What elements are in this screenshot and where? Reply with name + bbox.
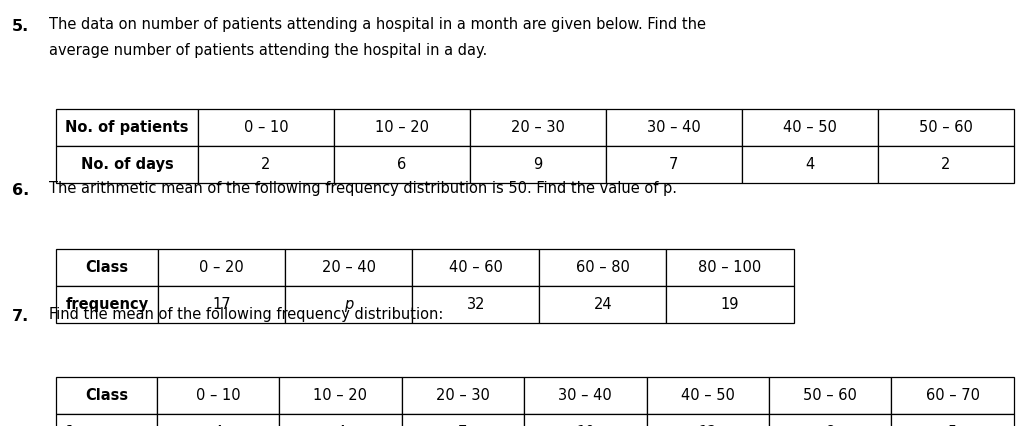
Text: 6.: 6. [12,183,30,198]
Text: 24: 24 [594,297,612,312]
Text: 80 – 100: 80 – 100 [698,260,762,275]
Text: 7: 7 [669,157,679,172]
Bar [769,377,891,414]
Text: 20 – 40: 20 – 40 [322,260,376,275]
Text: average number of patients attending the hospital in a day.: average number of patients attending the… [49,43,487,58]
Text: 5.: 5. [12,19,30,34]
Bar [646,377,769,414]
Bar [540,249,667,286]
Text: 4: 4 [805,157,814,172]
Text: 17: 17 [212,297,231,312]
Text: frequency: frequency [66,297,148,312]
Bar [524,377,646,414]
Bar [280,377,401,414]
Text: 40 – 50: 40 – 50 [783,120,837,135]
Bar [667,286,794,323]
Bar [646,414,769,426]
Bar [401,377,524,414]
Text: 4: 4 [213,425,222,426]
Text: 40 – 60: 40 – 60 [449,260,503,275]
Text: 50 – 60: 50 – 60 [803,388,857,403]
Text: 5: 5 [948,425,957,426]
Bar [198,109,334,146]
Bar [741,146,878,183]
Text: The data on number of patients attending a hospital in a month are given below. : The data on number of patients attending… [49,17,707,32]
Text: 6: 6 [397,157,407,172]
Text: 19: 19 [721,297,739,312]
Bar [524,414,646,426]
Text: p: p [344,297,353,312]
Text: 40 – 50: 40 – 50 [681,388,734,403]
Text: Class: Class [86,260,129,275]
Text: The arithmetic mean of the following frequency distribution is 50. Find the valu: The arithmetic mean of the following fre… [49,181,677,196]
Bar [470,109,606,146]
Text: 9: 9 [534,157,543,172]
Bar [157,377,280,414]
Bar [667,249,794,286]
Bar [540,286,667,323]
Bar [285,286,413,323]
Bar [157,414,280,426]
Bar [285,249,413,286]
Text: 10: 10 [575,425,595,426]
Bar [413,249,540,286]
Bar [334,109,470,146]
Text: 32: 32 [467,297,485,312]
Text: 0 – 10: 0 – 10 [244,120,289,135]
Bar [56,377,157,414]
Text: frequency: frequency [65,425,148,426]
Text: 0 – 20: 0 – 20 [200,260,244,275]
Text: 50 – 60: 50 – 60 [919,120,973,135]
Bar [198,146,334,183]
Text: Class: Class [85,388,128,403]
Bar [891,377,1014,414]
Bar [470,146,606,183]
Text: 60 – 80: 60 – 80 [577,260,630,275]
Bar [413,286,540,323]
Text: 7: 7 [458,425,468,426]
Bar [56,249,158,286]
Text: No. of patients: No. of patients [66,120,188,135]
Text: 20 – 30: 20 – 30 [436,388,489,403]
Text: No. of days: No. of days [81,157,173,172]
Bar [401,414,524,426]
Text: 30 – 40: 30 – 40 [647,120,700,135]
Bar [878,146,1014,183]
Text: 0 – 10: 0 – 10 [196,388,241,403]
Bar [158,249,285,286]
Bar [280,414,401,426]
Text: 8: 8 [825,425,835,426]
Bar [158,286,285,323]
Bar [56,146,198,183]
Bar [769,414,891,426]
Text: 30 – 40: 30 – 40 [558,388,612,403]
Bar [891,414,1014,426]
Text: 20 – 30: 20 – 30 [511,120,565,135]
Text: 4: 4 [336,425,345,426]
Text: 2: 2 [941,157,950,172]
Text: 60 – 70: 60 – 70 [926,388,980,403]
Bar [878,109,1014,146]
Text: 10 – 20: 10 – 20 [313,388,368,403]
Bar [56,286,158,323]
Bar [56,109,198,146]
Bar [741,109,878,146]
Text: 12: 12 [698,425,717,426]
Bar [606,146,741,183]
Text: 7.: 7. [12,309,30,324]
Bar [56,414,157,426]
Bar [334,146,470,183]
Text: 2: 2 [261,157,270,172]
Bar [606,109,741,146]
Text: 10 – 20: 10 – 20 [375,120,429,135]
Text: Find the mean of the following frequency distribution:: Find the mean of the following frequency… [49,307,443,322]
